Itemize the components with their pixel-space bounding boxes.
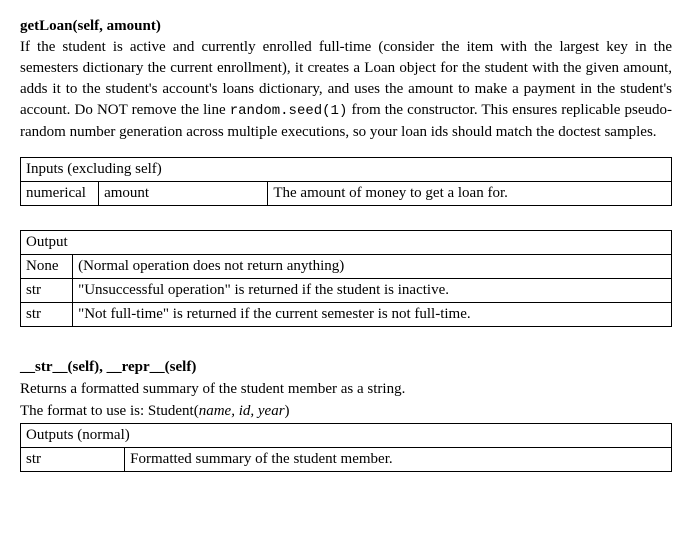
inputs-table: Inputs (excluding self) numerical amount… [20, 157, 672, 206]
method1-section: getLoan(self, amount) If the student is … [20, 16, 672, 327]
format-label: The format to use is: Student( [20, 403, 199, 419]
format-args: name, id, year [199, 403, 285, 419]
outputs-table: Output None (Normal operation does not r… [20, 230, 672, 327]
output-type-2: str [21, 302, 73, 326]
method2-output-type: str [21, 447, 125, 471]
method2-description: Returns a formatted summary of the stude… [20, 379, 672, 400]
method2-output-desc: Formatted summary of the student member. [125, 447, 672, 471]
output-desc-1: "Unsuccessful operation" is returned if … [73, 278, 672, 302]
output-desc-2: "Not full-time" is returned if the curre… [73, 302, 672, 326]
format-close: ) [285, 403, 290, 419]
output-type-1: str [21, 278, 73, 302]
method2-section: __str__(self), __repr__(self) Returns a … [20, 357, 672, 472]
input-type: numerical [21, 181, 99, 205]
method2-outputs-header: Outputs (normal) [21, 423, 672, 447]
method2-format: The format to use is: Student(name, id, … [20, 401, 672, 422]
output-desc-0: (Normal operation does not return anythi… [73, 254, 672, 278]
inputs-header: Inputs (excluding self) [21, 157, 672, 181]
method2-outputs-table: Outputs (normal) str Formatted summary o… [20, 423, 672, 472]
method2-signature: __str__(self), __repr__(self) [20, 357, 672, 378]
input-name: amount [99, 181, 268, 205]
method1-description: If the student is active and currently e… [20, 37, 672, 143]
desc-code: random.seed(1) [230, 103, 348, 119]
input-desc: The amount of money to get a loan for. [268, 181, 672, 205]
method1-signature: getLoan(self, amount) [20, 16, 672, 37]
output-type-0: None [21, 254, 73, 278]
output-header: Output [21, 230, 672, 254]
